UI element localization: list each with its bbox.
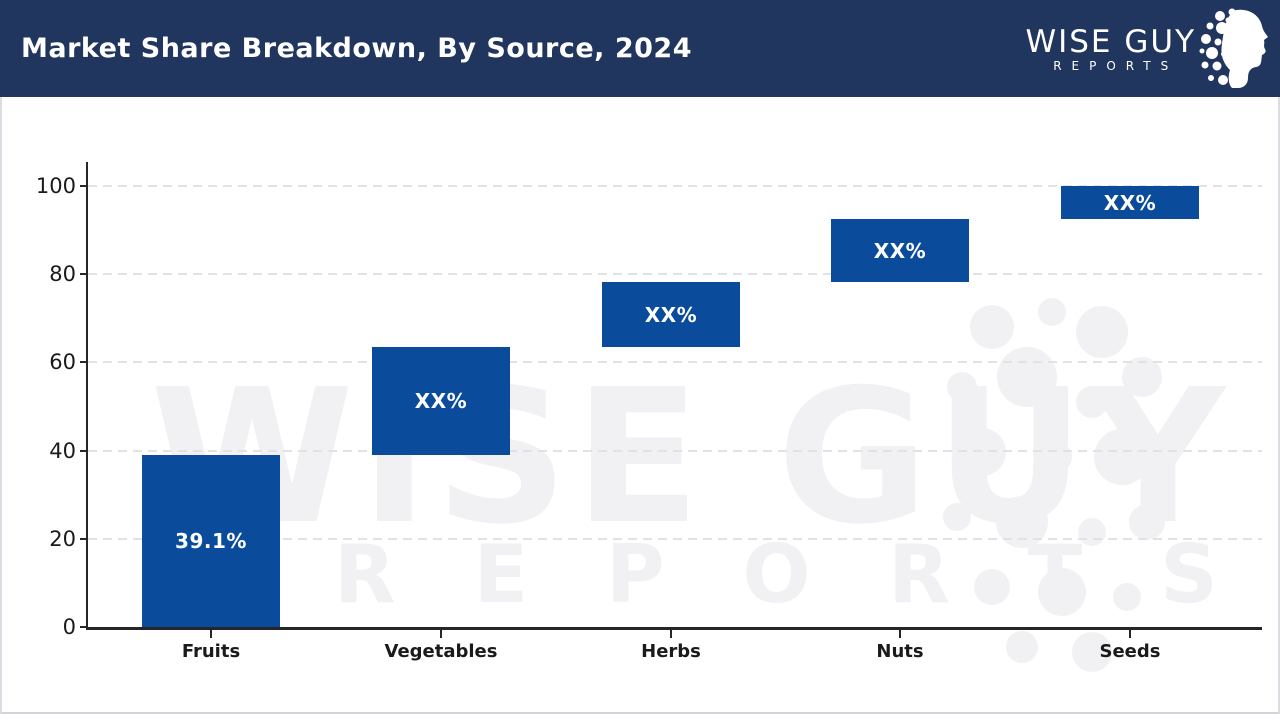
y-tick-label-100: 100 — [35, 174, 76, 198]
x-tick-label-herbs: Herbs — [641, 641, 701, 662]
x-tick-label-fruits: Fruits — [181, 641, 241, 662]
x-axis-spine — [86, 627, 1262, 630]
x-tick-seeds — [1129, 630, 1131, 638]
bar-value-label-nuts: XX% — [873, 238, 927, 263]
y-tick-40 — [80, 449, 88, 452]
brand-logo-text: WISE GUY REPORTS — [1025, 23, 1196, 74]
y-tick-label-0: 0 — [62, 615, 76, 639]
y-tick-label-80: 80 — [49, 262, 76, 287]
y-tick-label-40: 40 — [49, 438, 76, 463]
wise-guy-head-icon — [1199, 8, 1268, 89]
gridline-100 — [88, 185, 1262, 187]
gridline-60 — [88, 361, 1262, 364]
x-tick-vegetables — [440, 630, 442, 638]
brand-subname: REPORTS — [1053, 59, 1179, 74]
page-title: Market Share Breakdown, By Source, 2024 — [21, 33, 692, 64]
bar-nuts: XX% — [831, 219, 969, 283]
x-tick-nuts — [899, 630, 901, 638]
bar-herbs: XX% — [602, 282, 740, 347]
y-tick-80 — [80, 273, 88, 276]
x-tick-label-nuts: Nuts — [876, 641, 924, 662]
bar-value-label-fruits: 39.1% — [175, 528, 247, 553]
x-tick-fruits — [210, 630, 212, 638]
y-tick-60 — [80, 361, 88, 364]
bar-value-label-herbs: XX% — [644, 302, 698, 327]
x-tick-herbs — [670, 630, 672, 638]
y-tick-label-60: 60 — [49, 350, 76, 375]
y-tick-100 — [80, 185, 88, 187]
y-axis-spine — [86, 162, 88, 630]
y-tick-label-20: 20 — [49, 526, 76, 551]
y-tick-20 — [80, 537, 88, 540]
bar-vegetables: XX% — [372, 346, 510, 455]
gridline-80 — [88, 273, 1262, 276]
y-tick-0 — [80, 626, 88, 628]
x-tick-label-vegetables: Vegetables — [384, 641, 498, 662]
header: Market Share Breakdown, By Source, 2024 … — [0, 0, 1280, 97]
x-tick-label-seeds: Seeds — [1099, 641, 1161, 662]
brand-logo: WISE GUY REPORTS — [1025, 6, 1272, 92]
gridline-40 — [88, 449, 1262, 452]
bar-seeds: XX% — [1061, 186, 1199, 220]
bar-value-label-seeds: XX% — [1103, 190, 1157, 215]
brand-name: WISE GUY — [1025, 23, 1196, 60]
gridline-20 — [88, 537, 1262, 540]
bar-fruits: 39.1% — [142, 454, 280, 627]
bar-value-label-vegetables: XX% — [414, 388, 468, 413]
